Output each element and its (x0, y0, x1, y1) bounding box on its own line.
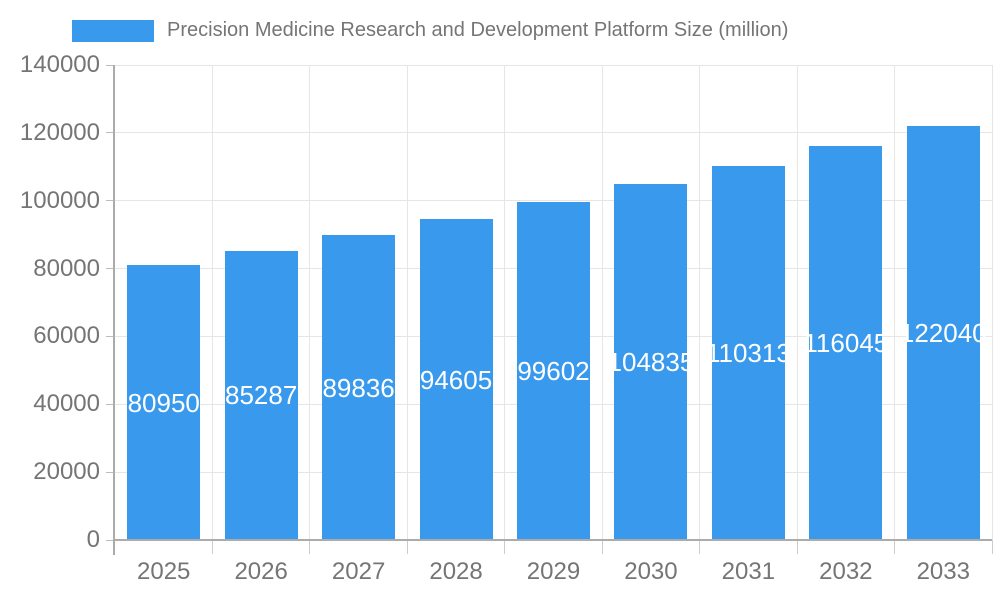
bar-value-label: 94605 (419, 364, 493, 395)
y-axis-line (113, 65, 115, 555)
y-axis-tick (106, 268, 115, 270)
bar (224, 250, 298, 540)
bar (809, 146, 883, 540)
x-axis-tick (796, 540, 798, 554)
x-gridline (699, 65, 701, 540)
bar-value-label: 89836 (322, 372, 395, 403)
bar (906, 125, 980, 540)
bar-value-label: 110313 (705, 337, 791, 368)
x-gridline (504, 65, 506, 540)
x-gridline (211, 65, 213, 540)
y-axis-tick (106, 471, 115, 473)
legend-swatch (72, 19, 154, 42)
x-tick-label: 2025 (137, 558, 191, 585)
y-tick-label: 140000 (19, 51, 100, 78)
y-gridline (115, 132, 992, 134)
bar-value-label: 99602 (517, 356, 590, 387)
x-tick-label: 2027 (331, 558, 386, 585)
bar (127, 265, 201, 540)
legend-title: Precision Medicine Research and Developm… (167, 19, 789, 41)
x-axis-tick (699, 540, 701, 554)
x-axis-tick (309, 540, 311, 554)
x-axis-tick (601, 540, 603, 554)
y-axis-tick (106, 132, 115, 134)
x-gridline (406, 65, 408, 540)
bar-value-label: 85287 (225, 380, 298, 411)
x-gridline (894, 65, 896, 540)
bar (517, 202, 590, 540)
y-axis-tick (106, 403, 115, 405)
x-gridline (309, 65, 311, 540)
bar-value-label: 104835 (607, 347, 695, 378)
x-gridline (796, 65, 798, 540)
x-tick-label: 2029 (526, 558, 581, 585)
y-tick-label: 120000 (19, 118, 100, 146)
y-tick-label: 20000 (33, 458, 100, 486)
x-tick-label: 2026 (234, 558, 288, 585)
x-axis-tick (991, 540, 993, 554)
x-tick-label: 2032 (819, 558, 873, 585)
x-axis-tick (406, 540, 408, 554)
x-gridline (991, 65, 993, 540)
x-tick-label: 2033 (916, 558, 970, 585)
y-axis-tick (106, 64, 115, 66)
bar (711, 165, 785, 540)
y-gridline (115, 64, 992, 66)
bar (419, 219, 493, 540)
x-tick-label: 2028 (429, 558, 483, 585)
bar-value-label: 80950 (127, 387, 200, 418)
y-tick-label: 40000 (33, 390, 100, 418)
y-tick-label: 80000 (33, 254, 100, 282)
x-tick-label: 2031 (721, 558, 776, 585)
y-gridline (115, 200, 992, 202)
bar-value-label: 116045 (803, 328, 889, 359)
y-tick-label: 0 (86, 526, 100, 553)
x-axis-tick (211, 540, 213, 554)
x-axis-line (113, 539, 992, 541)
x-tick-label: 2030 (624, 558, 678, 585)
x-axis-tick (504, 540, 506, 554)
legend: Precision Medicine Research and Developm… (72, 19, 788, 42)
y-tick-label: 60000 (33, 322, 100, 350)
x-gridline (601, 65, 603, 540)
x-axis-tick (894, 540, 896, 554)
bar (614, 184, 688, 540)
y-tick-label: 100000 (19, 186, 100, 214)
bar (322, 235, 396, 540)
y-axis-tick (106, 200, 115, 202)
y-axis-tick (106, 335, 115, 337)
bar-value-label: 122040 (899, 317, 987, 348)
y-axis-tick (106, 539, 115, 541)
